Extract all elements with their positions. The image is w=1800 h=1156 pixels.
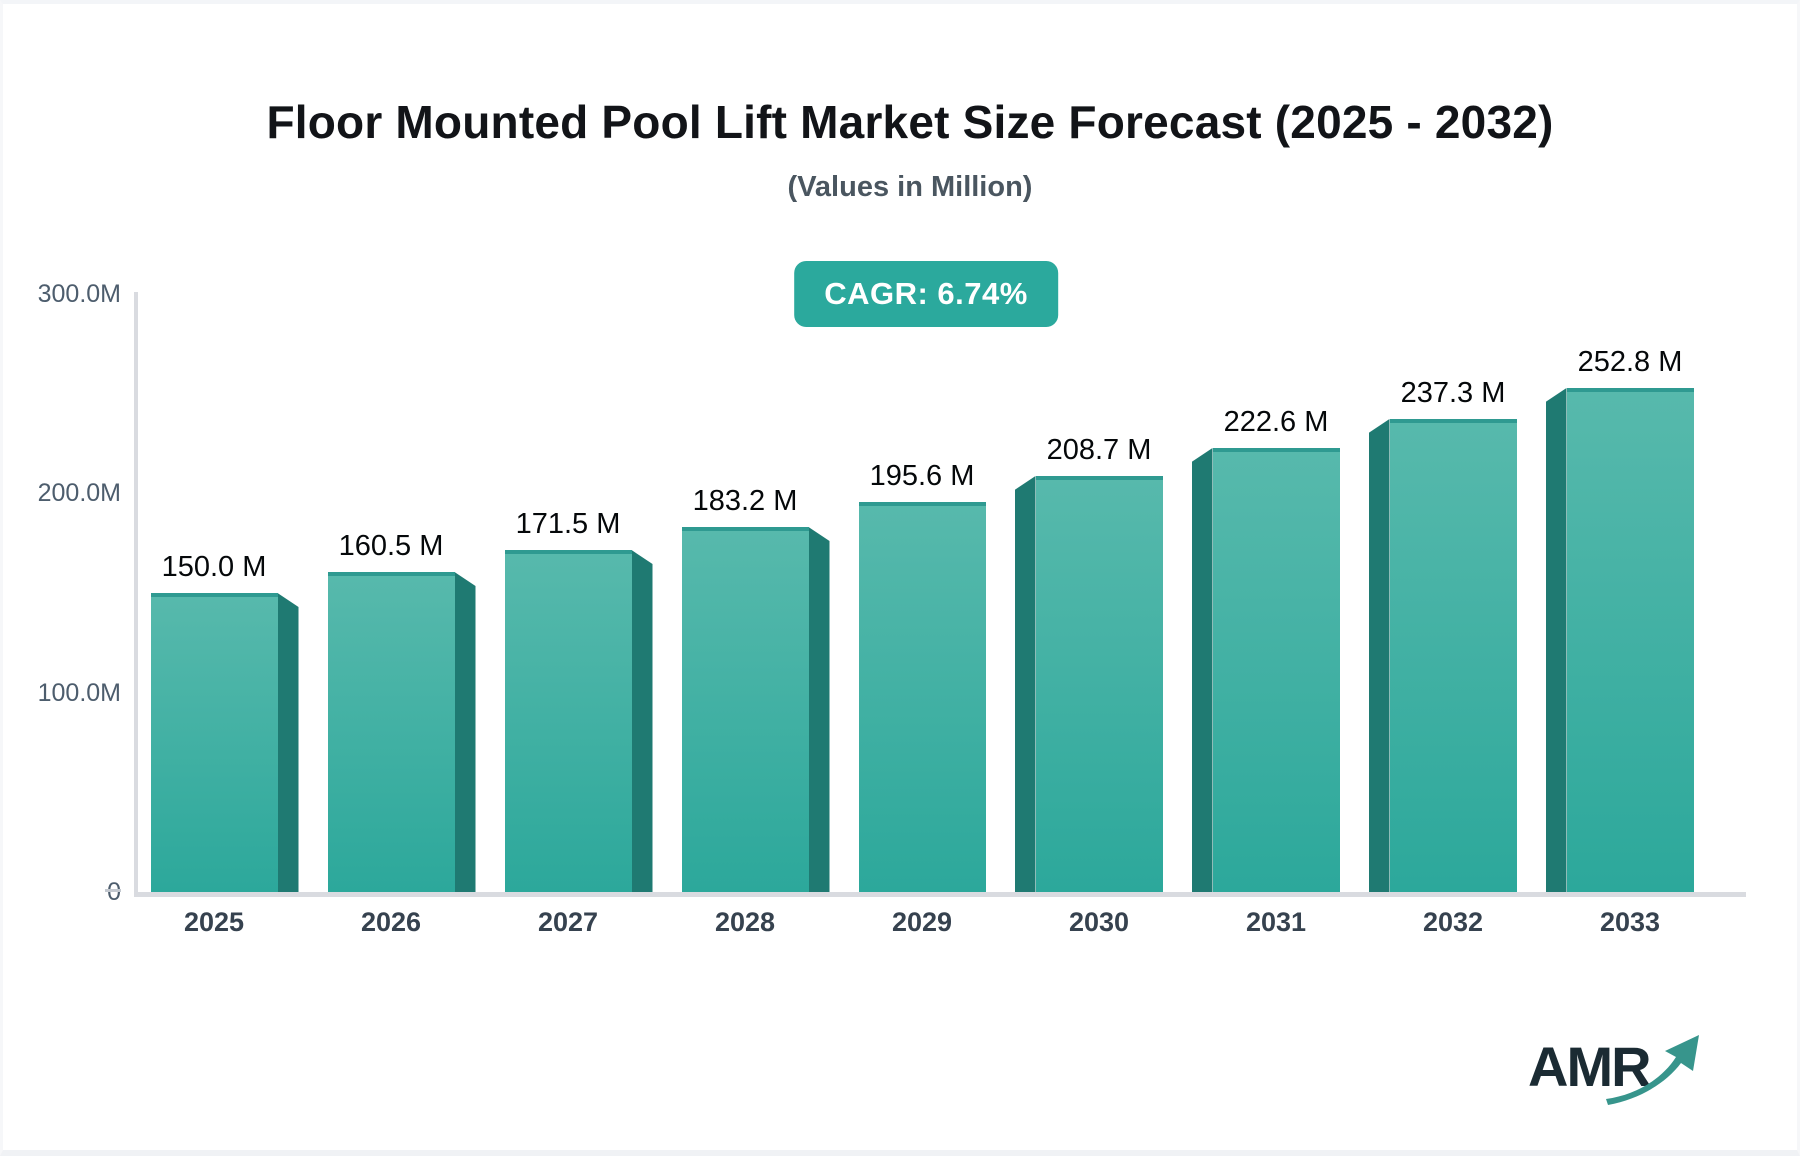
- bar: [150, 593, 278, 892]
- bar: [1566, 388, 1694, 892]
- bar: [504, 550, 632, 892]
- x-axis-category-label: 2030: [1068, 907, 1130, 937]
- y-axis-tick-dash: [105, 889, 121, 892]
- bar-side-panel: [1014, 476, 1036, 892]
- bar: [1212, 448, 1340, 892]
- bar-value-label: 195.6 M: [869, 460, 975, 492]
- bar-value-label: 222.6 M: [1223, 406, 1329, 438]
- y-axis-tick-label: 100.0M: [37, 678, 121, 707]
- x-axis-category-label: 2025: [183, 907, 245, 937]
- bar-side-panel: [454, 572, 476, 892]
- chart-title: Floor Mounted Pool Lift Market Size Fore…: [266, 96, 1554, 148]
- x-axis-category-label: 2026: [360, 907, 422, 937]
- y-axis-line: [134, 292, 138, 892]
- x-axis-category-label: 2031: [1245, 907, 1307, 937]
- bar-side-panel: [1368, 419, 1390, 892]
- x-axis-category-label: 2032: [1422, 907, 1484, 937]
- chart-subtitle: (Values in Million): [787, 171, 1033, 203]
- y-axis-tick-label: 0: [107, 878, 121, 906]
- x-axis-category-label: 2028: [714, 907, 776, 937]
- bar-value-label: 183.2 M: [692, 485, 798, 517]
- brand-logo-text: AMR: [1528, 1035, 1652, 1098]
- bar-side-panel: [1191, 448, 1213, 892]
- bar: [858, 502, 986, 892]
- brand-logo: AMR: [1528, 1035, 1728, 1127]
- y-axis-tick-label: 300.0M: [37, 280, 121, 308]
- chart-area: 300.0M 200.0M 100.0M 0 150.0 M 2025 160.5 M 202…: [3, 4, 1797, 1150]
- bar: [1389, 419, 1517, 892]
- x-axis-category-label: 2029: [891, 907, 953, 937]
- bar: [327, 572, 455, 892]
- growth-arrow-path: [1606, 1035, 1699, 1105]
- bar-value-label: 237.3 M: [1400, 377, 1506, 409]
- x-axis-line: [134, 892, 1746, 897]
- x-axis-category-label: 2027: [537, 907, 599, 937]
- bar-side-panel: [808, 527, 830, 892]
- bar: [681, 527, 809, 892]
- growth-arrow-icon: [1606, 1035, 1699, 1105]
- cagr-badge: CAGR: 6.74%: [794, 261, 1058, 327]
- bar-value-label: 252.8 M: [1577, 346, 1683, 378]
- bar-value-label: 160.5 M: [338, 530, 444, 562]
- bar: [1035, 476, 1163, 892]
- y-axis-tick-label: 200.0M: [37, 479, 121, 508]
- bar-value-label: 150.0 M: [161, 551, 267, 583]
- bar-value-label: 171.5 M: [515, 508, 621, 540]
- bar-side-panel: [1545, 388, 1567, 892]
- x-axis-category-label: 2033: [1599, 907, 1661, 937]
- bar-side-panel: [277, 593, 299, 892]
- bar-side-panel: [631, 550, 653, 892]
- bar-value-label: 208.7 M: [1046, 434, 1152, 466]
